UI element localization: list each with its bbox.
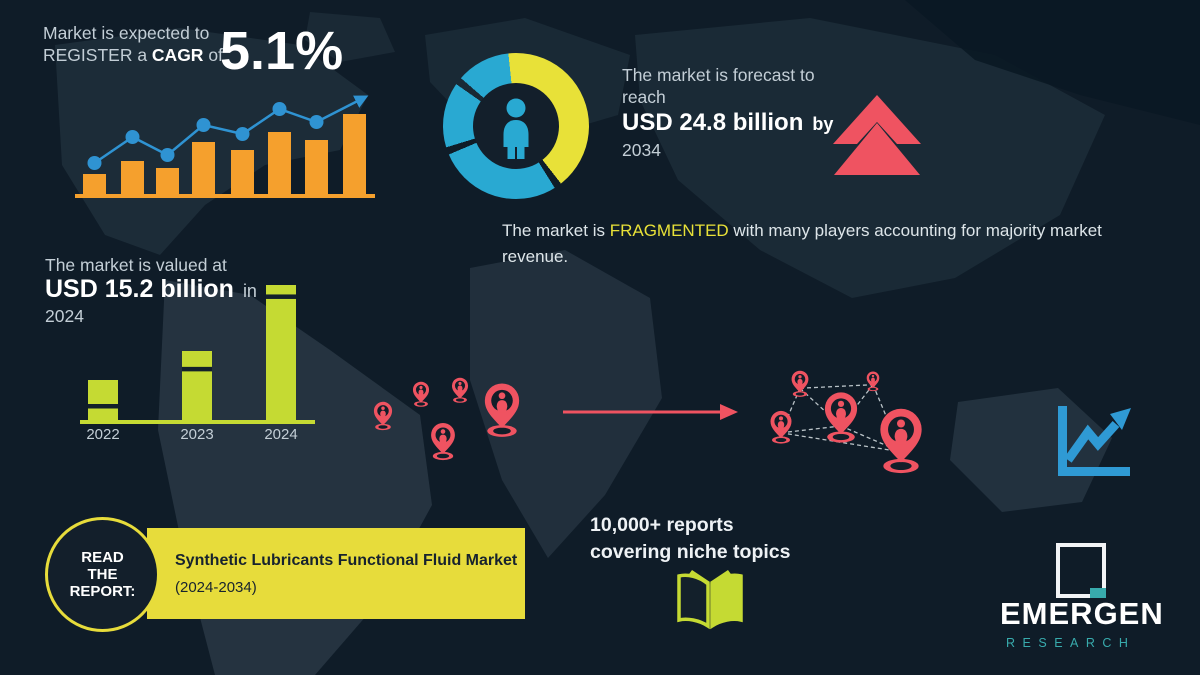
fragmented-statement: The market is FRAGMENTED with many playe… (502, 218, 1150, 270)
valuation-bars-group (88, 285, 296, 420)
read-report-line3: REPORT: (69, 583, 136, 600)
cagr-heading-line2: REGISTER a CAGR of (43, 44, 223, 66)
cagr-bar (231, 150, 254, 194)
reports-count-line2: covering niche topics (590, 541, 791, 563)
cagr-trend-dot (309, 115, 324, 129)
valuation-line1: The market is valued at (45, 255, 227, 275)
fragmented-pre: The market is (502, 221, 610, 240)
cagr-line2-bold: CAGR (151, 45, 204, 65)
map-north-america (55, 28, 368, 255)
valuation-year-label-2022: 2022 (86, 426, 120, 443)
cagr-trend-dot (125, 130, 140, 144)
forecast-by: by (812, 114, 834, 134)
growth-chart-icon (1058, 406, 1131, 476)
valuation-bar-stripe (266, 294, 296, 299)
forecast-line2: reach (622, 87, 666, 107)
person-icon (503, 98, 529, 159)
valuation-in: in (242, 281, 257, 301)
cagr-bar (121, 161, 144, 194)
cagr-heading-line1: Market is expected to (43, 23, 210, 43)
cagr-bars-group (83, 114, 366, 194)
valuation-bar (182, 351, 212, 420)
cagr-bar (268, 132, 291, 194)
cagr-axis-line (75, 194, 375, 198)
report-title-banner[interactable]: Synthetic Lubricants Functional Fluid Ma… (147, 528, 525, 619)
read-report-line1: READ (81, 549, 124, 566)
valuation-bar-stripe (182, 366, 212, 372)
cagr-trend-dot (196, 118, 211, 132)
cagr-line2-pre: REGISTER a (43, 45, 152, 65)
cagr-trend-dot (272, 102, 287, 116)
forecast-value-row: USD 24.8 billion by (622, 109, 834, 136)
forecast-value: USD 24.8 billion (622, 109, 804, 136)
emergen-logo-subtitle: RESEARCH (1006, 636, 1136, 650)
report-period: (2024-2034) (175, 578, 257, 596)
cagr-trend-dot (235, 127, 250, 141)
valuation-bar-stripe (88, 404, 118, 409)
valuation-axis-line (80, 420, 315, 424)
map-asia-dark-region (905, 0, 1200, 125)
reports-count-line1: 10,000+ reports (590, 514, 734, 536)
forecast-year: 2034 (622, 140, 661, 160)
forecast-line1: The market is forecast to (622, 65, 815, 85)
cagr-bar (192, 142, 215, 194)
market-structure-donut (443, 53, 589, 199)
valuation-year: 2024 (45, 306, 84, 326)
cagr-value: 5.1% (220, 21, 344, 81)
valuation-bar (266, 285, 296, 420)
cagr-line2-post: of (203, 45, 223, 65)
emergen-logo-teal-accent (1090, 588, 1106, 598)
map-africa (470, 250, 662, 558)
cagr-bar (305, 140, 328, 194)
cagr-trend-chart (75, 95, 375, 198)
fragmented-highlight: FRAGMENTED (609, 221, 729, 240)
valuation-value-row: USD 15.2 billion in (45, 275, 257, 304)
read-report-button[interactable]: READ THE REPORT: (45, 517, 160, 632)
cagr-bar (343, 114, 366, 194)
map-australia (950, 388, 1112, 512)
cagr-trend-dot (160, 148, 175, 162)
valuation-year-label-2023: 2023 (180, 426, 214, 443)
donut-center (473, 83, 559, 169)
cagr-trend-dot (87, 156, 102, 170)
cagr-bar (156, 168, 179, 194)
fragmented-post: with many players accounting for majorit… (502, 221, 1102, 266)
valuation-bar-chart (80, 285, 315, 424)
emergen-logo-mark (1056, 543, 1106, 598)
emergen-logo-name: EMERGEN (1000, 596, 1164, 631)
map-greenland (305, 12, 395, 62)
open-book-icon (677, 570, 743, 630)
growth-up-arrow-icon (833, 95, 921, 175)
read-report-line2: THE (87, 566, 118, 583)
valuation-year-label-2024: 2024 (264, 426, 298, 443)
valuation-value: USD 15.2 billion (45, 275, 234, 303)
valuation-bar (88, 380, 118, 420)
cagr-bar (83, 174, 106, 194)
report-title: Synthetic Lubricants Functional Fluid Ma… (175, 551, 518, 569)
cagr-trend-dots-group (87, 102, 324, 170)
